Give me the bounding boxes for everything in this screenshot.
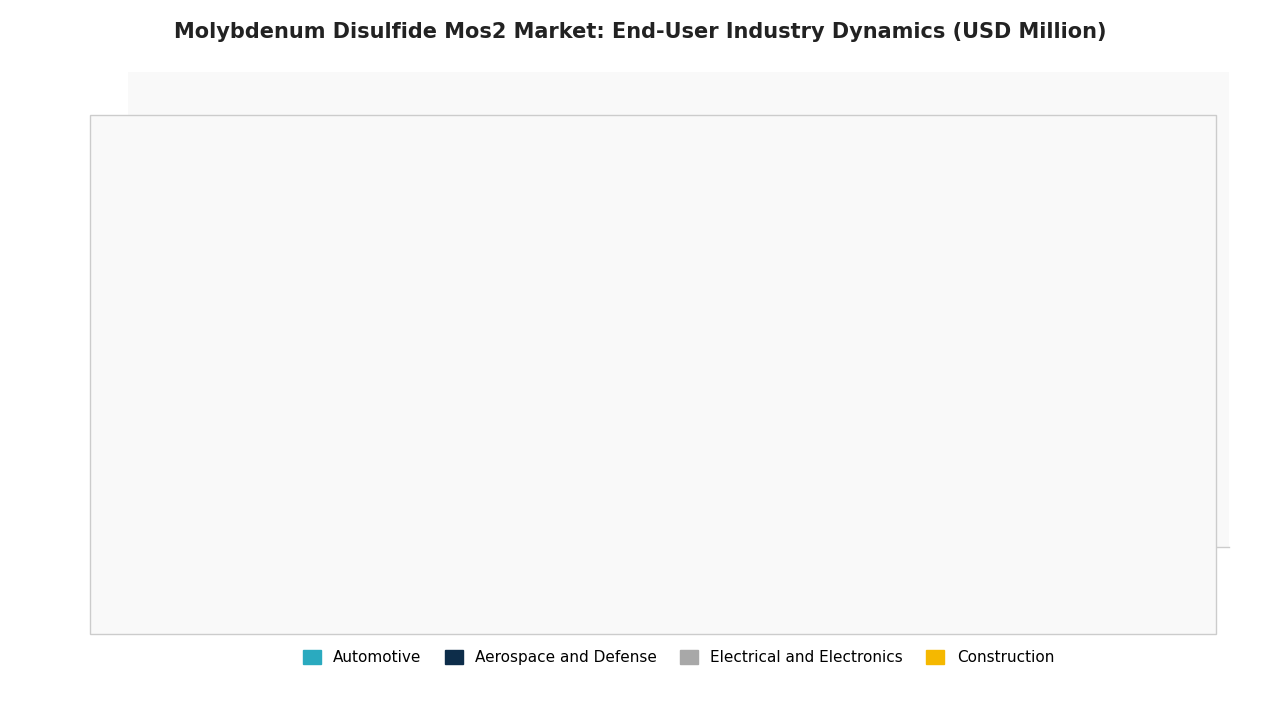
Bar	[161, 220, 227, 547]
Bar	[1093, 370, 1160, 547]
Bar	[360, 406, 425, 547]
Text: Molybdenum Disulfide Mos2 Market: End-User Industry Dynamics (USD Million): Molybdenum Disulfide Mos2 Market: End-Us…	[174, 22, 1106, 42]
Bar	[1027, 361, 1093, 547]
Bar	[895, 171, 961, 547]
Legend: Automotive, Aerospace and Defense, Electrical and Electronics, Construction: Automotive, Aerospace and Defense, Elect…	[296, 642, 1061, 672]
Bar	[961, 302, 1027, 547]
Bar	[293, 390, 360, 547]
Bar	[227, 344, 293, 547]
